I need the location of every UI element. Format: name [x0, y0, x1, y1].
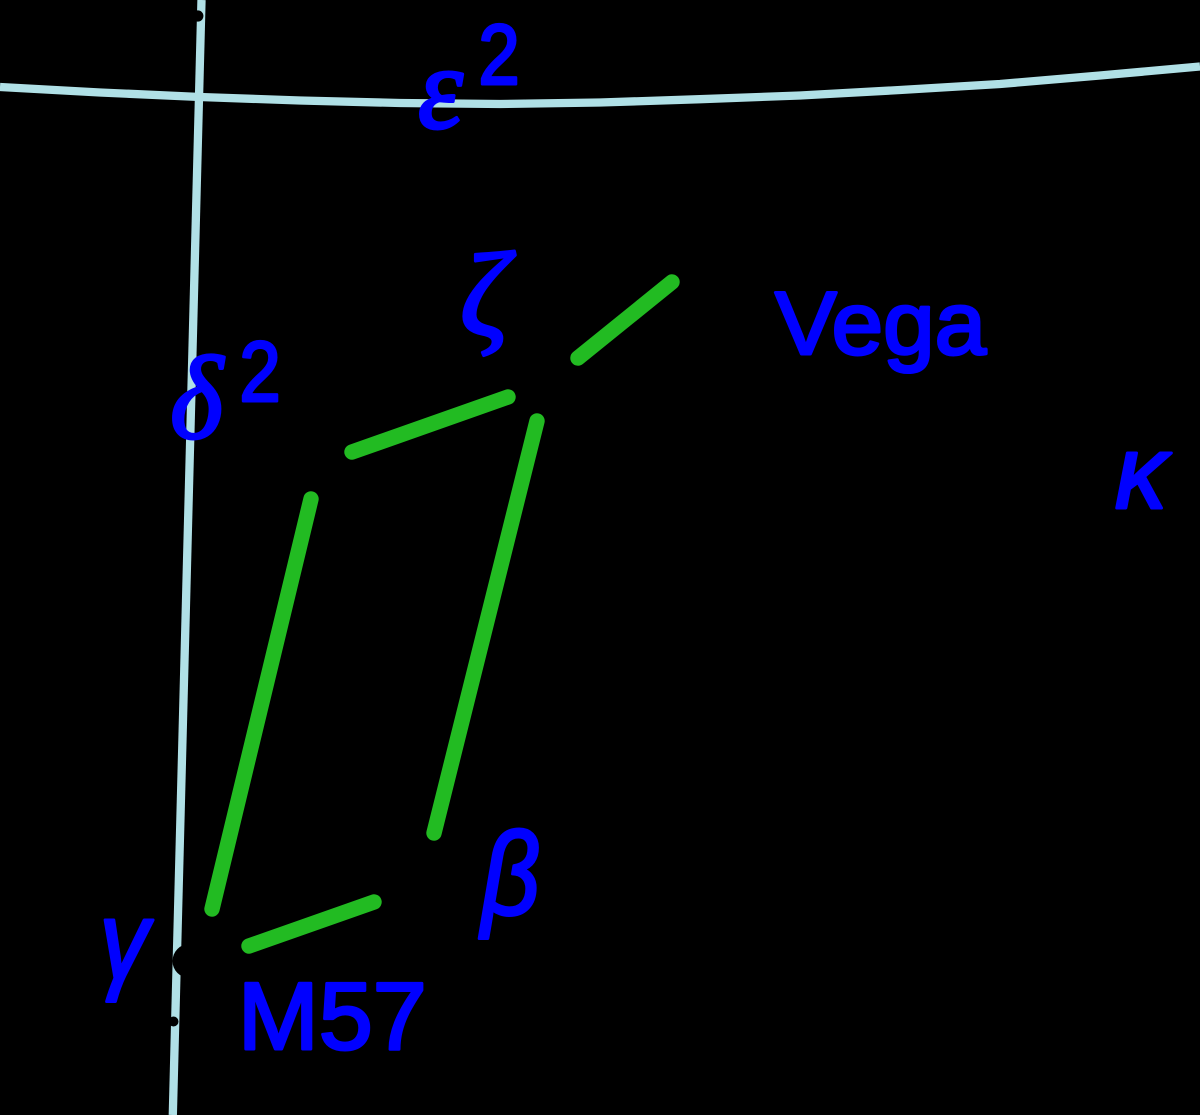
svg-text:κ: κ [1115, 415, 1172, 531]
svg-text:2: 2 [239, 324, 280, 419]
svg-text:γ: γ [100, 879, 154, 1003]
svg-text:ζ: ζ [460, 228, 516, 361]
svg-text:2: 2 [478, 7, 519, 102]
svg-text:M57: M57 [238, 963, 427, 1069]
svg-text:Vega: Vega [775, 275, 987, 374]
svg-text:ε: ε [418, 23, 463, 155]
svg-text:β: β [479, 809, 540, 940]
svg-text:δ: δ [170, 334, 225, 465]
